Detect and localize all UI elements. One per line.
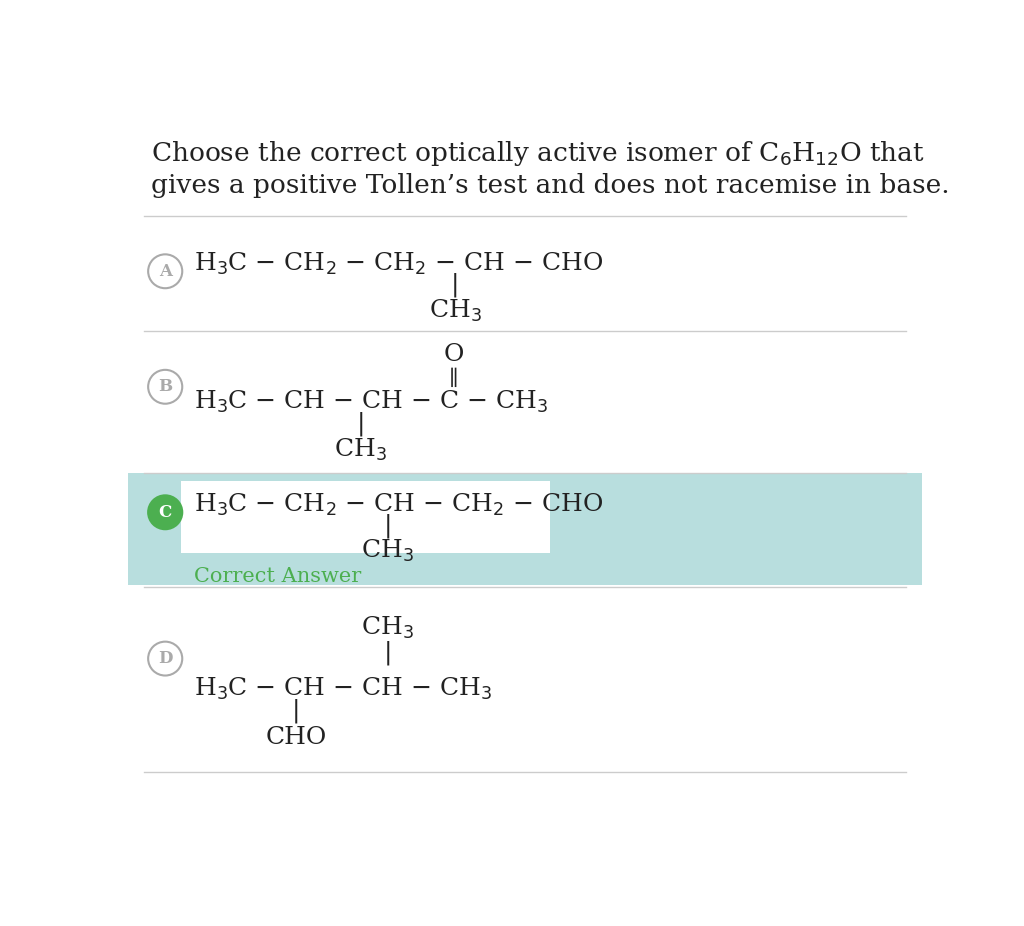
Circle shape xyxy=(148,642,182,676)
Text: B: B xyxy=(158,379,172,395)
Text: CH$_3$: CH$_3$ xyxy=(361,615,414,641)
Text: CH$_3$: CH$_3$ xyxy=(361,538,414,564)
Text: C: C xyxy=(159,504,172,520)
Text: D: D xyxy=(158,650,172,667)
Text: |: | xyxy=(383,641,392,666)
Text: Correct Answer: Correct Answer xyxy=(194,567,361,586)
Text: A: A xyxy=(159,263,172,280)
Text: CHO: CHO xyxy=(265,726,327,748)
Text: |: | xyxy=(383,513,392,538)
Text: ∥: ∥ xyxy=(449,369,459,389)
Circle shape xyxy=(148,369,182,404)
Circle shape xyxy=(148,255,182,288)
Text: |: | xyxy=(451,273,460,297)
FancyBboxPatch shape xyxy=(181,481,550,553)
Text: H$_3$C $-$ CH$_2$ $-$ CH$_2$ $-$ CH $-$ CHO: H$_3$C $-$ CH$_2$ $-$ CH$_2$ $-$ CH $-$ … xyxy=(194,250,603,277)
Text: gives a positive Tollen’s test and does not racemise in base.: gives a positive Tollen’s test and does … xyxy=(152,173,950,198)
Text: CH$_3$: CH$_3$ xyxy=(334,437,387,463)
Circle shape xyxy=(148,495,182,530)
FancyBboxPatch shape xyxy=(128,473,922,585)
Text: Choose the correct optically active isomer of C$_6$H$_{12}$O that: Choose the correct optically active isom… xyxy=(152,139,925,168)
Text: |: | xyxy=(356,411,365,436)
Text: O: O xyxy=(443,343,464,366)
Text: H$_3$C $-$ CH $-$ CH $-$ CH$_3$: H$_3$C $-$ CH $-$ CH $-$ CH$_3$ xyxy=(194,676,493,703)
Text: H$_3$C $-$ CH $-$ CH $-$ C $-$ CH$_3$: H$_3$C $-$ CH $-$ CH $-$ C $-$ CH$_3$ xyxy=(194,389,548,415)
Text: CH$_3$: CH$_3$ xyxy=(429,298,481,324)
Text: |: | xyxy=(292,699,300,723)
Text: H$_3$C $-$ CH$_2$ $-$ CH $-$ CH$_2$ $-$ CHO: H$_3$C $-$ CH$_2$ $-$ CH $-$ CH$_2$ $-$ … xyxy=(194,492,603,518)
